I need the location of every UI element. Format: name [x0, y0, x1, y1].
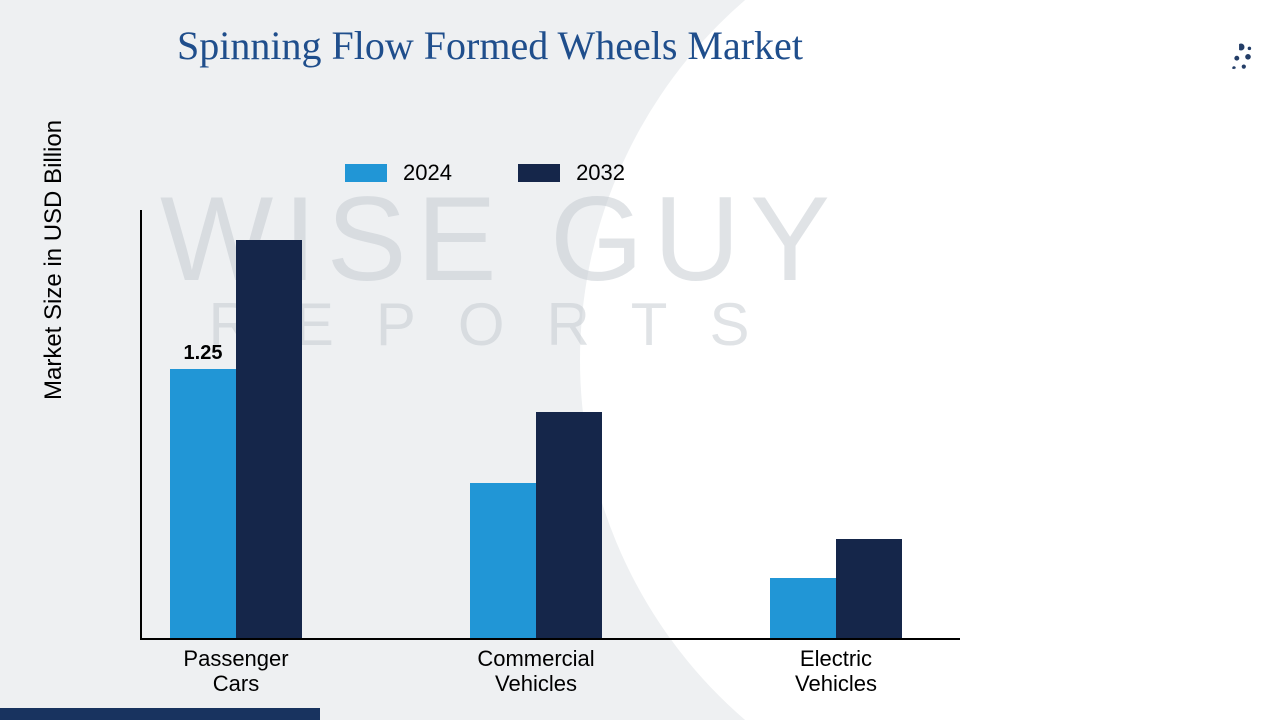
bar-2-v2032 [836, 539, 902, 638]
chart-title: Spinning Flow Formed Wheels Market [60, 22, 920, 69]
bottom-strip [0, 708, 320, 720]
legend-label-2032: 2032 [576, 160, 625, 186]
bar-2-v2024 [770, 578, 836, 638]
bar-0-v2024 [170, 369, 236, 638]
y-axis [140, 210, 142, 640]
legend-item-2032: 2032 [518, 160, 625, 186]
legend-label-2024: 2024 [403, 160, 452, 186]
legend: 2024 2032 [0, 160, 970, 188]
category-label-1: Commercial Vehicles [477, 646, 594, 697]
y-axis-label: Market Size in USD Billion [40, 120, 68, 400]
legend-item-2024: 2024 [345, 160, 452, 186]
category-label-2: Electric Vehicles [795, 646, 877, 697]
brand-logo: WISE GUY REPORTS [1046, 18, 1252, 73]
plot-area: 1.25Passenger CarsCommercial VehiclesEle… [140, 210, 960, 640]
legend-swatch-2032 [518, 164, 560, 182]
bar-0-v2032 [236, 240, 302, 638]
legend-swatch-2024 [345, 164, 387, 182]
bar-1-v2024 [470, 483, 536, 638]
chart-canvas: WISE GUY REPORTS Spinning Flow Formed Wh… [0, 0, 1280, 720]
bar-value-0: 1.25 [184, 342, 223, 365]
bar-1-v2032 [536, 412, 602, 638]
category-label-0: Passenger Cars [183, 646, 288, 697]
x-axis [140, 638, 960, 640]
brand-line1: WISE GUY [1046, 18, 1252, 61]
